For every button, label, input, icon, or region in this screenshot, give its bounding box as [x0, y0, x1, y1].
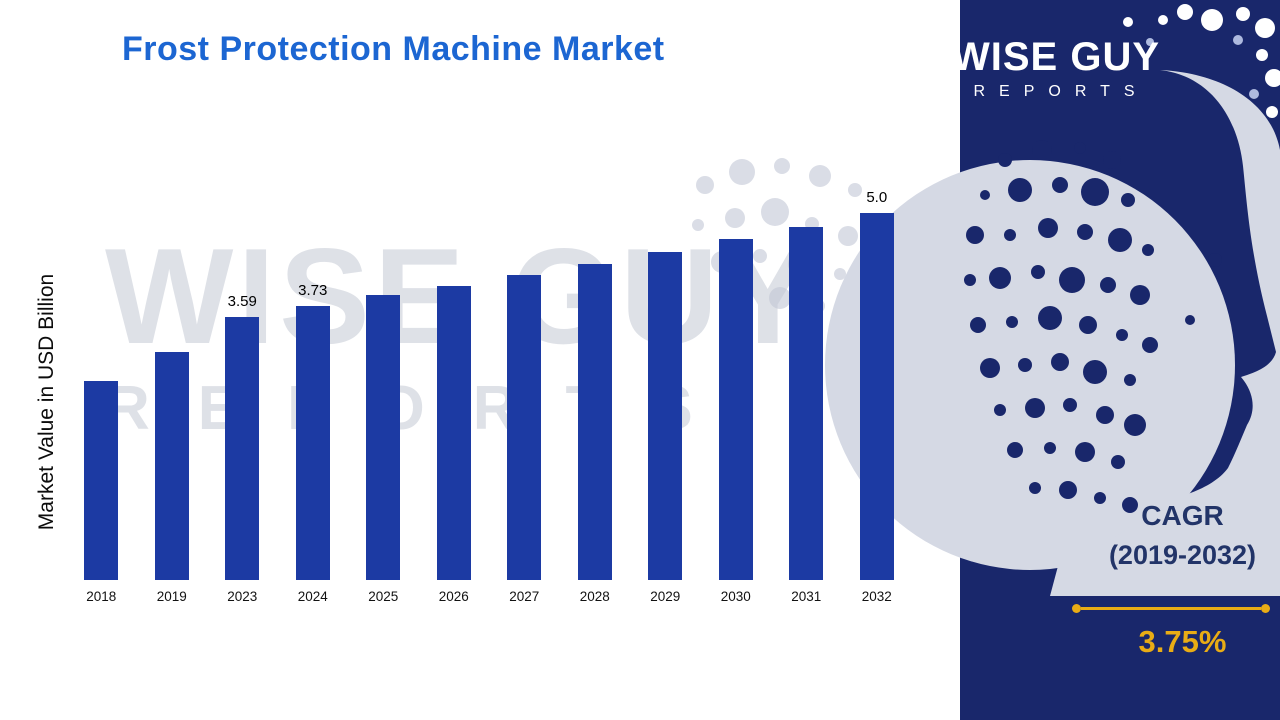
bar-slot-2032: 5.0 2032 [842, 189, 913, 604]
head-texture-dots [964, 140, 1222, 513]
cagr-period: (2019-2032) [1108, 540, 1257, 570]
logo-line2: REPORTS [973, 83, 1149, 100]
wiseguy-logo: WISE GUY REPORTS [950, 36, 1162, 100]
bar-2027 [507, 275, 542, 580]
bar-2024 [295, 306, 330, 580]
logo-line1: WISE GUY [951, 35, 1161, 79]
y-axis-label: Market Value in USD Billion [35, 273, 58, 531]
x-axis-label-2028: 2028 [579, 589, 610, 604]
bar-2019 [154, 352, 189, 580]
bar-2030 [718, 238, 753, 580]
bar-2032 [859, 213, 894, 580]
x-axis-label-2029: 2029 [650, 589, 681, 604]
x-axis-label-2024: 2024 [297, 589, 328, 604]
x-axis-label-2031: 2031 [791, 589, 822, 604]
x-axis-label-2023: 2023 [227, 589, 258, 604]
bar-slot-2025: 2025 [348, 212, 419, 604]
page-title: Frost Protection Machine Market [122, 30, 665, 68]
bar-slot-2023: 3.59 2023 [207, 212, 278, 604]
bar-2025 [366, 295, 401, 580]
bar-2018 [84, 381, 119, 580]
bar-slot-2028: 2028 [560, 212, 631, 604]
bar-value-label-2024: 3.73 [298, 282, 328, 300]
bar-slot-2029: 2029 [630, 212, 701, 604]
x-axis-label-2026: 2026 [438, 589, 469, 604]
bar-value-label-2023: 3.59 [227, 292, 257, 310]
cagr-value: 3.75% [1138, 624, 1227, 659]
divider-left-dot [1072, 604, 1081, 613]
bar-chart: 2018 2019 3.59 2023 3.73 2024 2025 2026 2027 2028… [66, 189, 913, 604]
divider-line [1081, 607, 1261, 610]
bar-slot-2019: 2019 [137, 212, 208, 604]
bar-slot-2031: 2031 [771, 212, 842, 604]
bar-2023 [225, 316, 260, 580]
x-axis-label-2032: 2032 [861, 589, 892, 604]
bar-2028 [577, 263, 612, 580]
bar-2031 [789, 226, 824, 580]
cagr-block: CAGR (2019-2032) [1090, 500, 1275, 571]
bar-2026 [436, 286, 471, 580]
x-axis-label-2025: 2025 [368, 589, 399, 604]
x-axis-label-2027: 2027 [509, 589, 540, 604]
x-axis-label-2019: 2019 [156, 589, 187, 604]
gold-divider [1072, 604, 1270, 613]
cagr-label: CAGR [1141, 500, 1224, 531]
bar-slot-2018: 2018 [66, 212, 137, 604]
bar-value-label-2032: 5.0 [866, 189, 888, 206]
bar-2029 [648, 251, 683, 580]
bar-slot-2027: 2027 [489, 212, 560, 604]
divider-right-dot [1261, 604, 1270, 613]
x-axis-label-2018: 2018 [86, 589, 117, 604]
bar-slot-2030: 2030 [701, 212, 772, 604]
bar-slot-2024: 3.73 2024 [278, 212, 349, 604]
x-axis-label-2030: 2030 [720, 589, 751, 604]
bar-slot-2026: 2026 [419, 212, 490, 604]
